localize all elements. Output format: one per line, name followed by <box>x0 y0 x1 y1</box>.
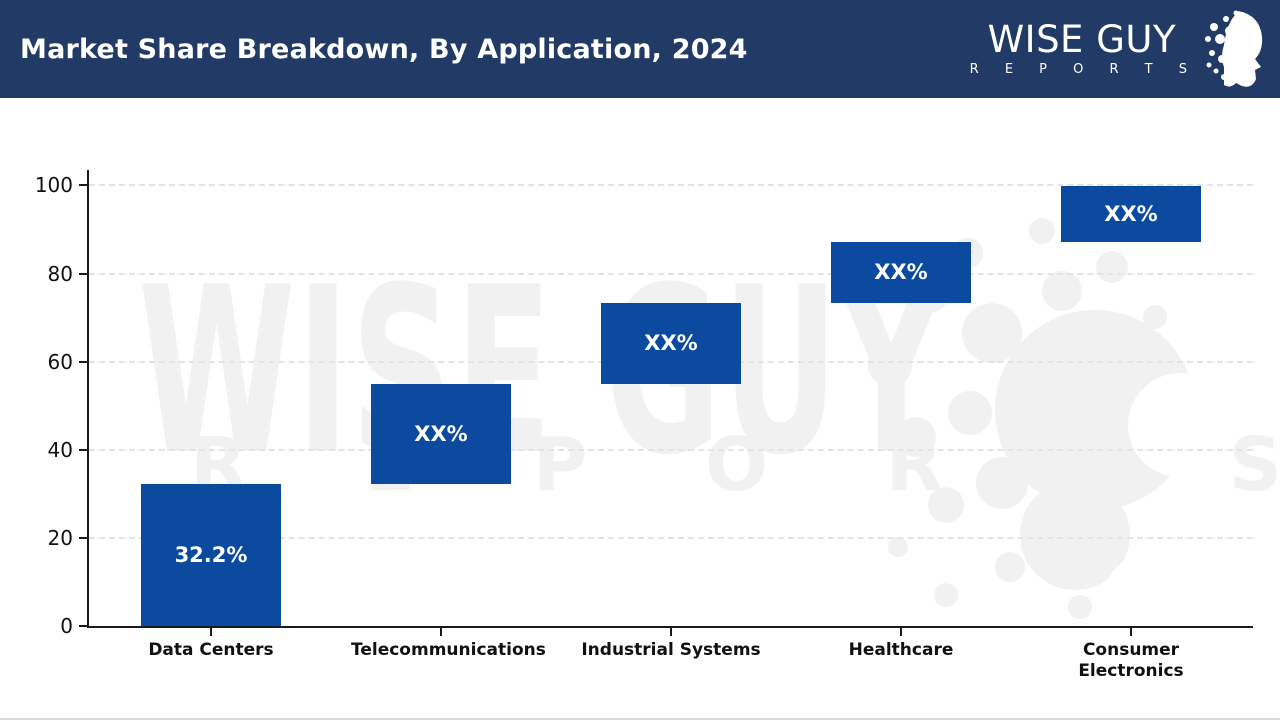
y-tick-label-0: 0 <box>60 614 73 638</box>
brand-logo-text: WISE GUY R E P O R T S <box>966 21 1198 77</box>
x-category-label: Healthcare <box>848 640 954 660</box>
y-tick-label-100: 100 <box>34 173 73 198</box>
header-bar: Market Share Breakdown, By Application, … <box>0 0 1280 98</box>
y-tick-40 <box>79 448 87 451</box>
bar-value-label: XX% <box>644 331 698 356</box>
gridline-80 <box>89 272 1253 275</box>
y-tick-label-20: 20 <box>47 525 73 550</box>
x-tick-3 <box>900 628 902 636</box>
bar-value-label: 32.2% <box>174 543 248 568</box>
bar-value-label: XX% <box>1104 202 1158 227</box>
y-tick-100 <box>79 184 87 187</box>
x-category-label: Industrial Systems <box>581 640 761 660</box>
x-tick-2 <box>670 628 672 636</box>
y-tick-label-60: 60 <box>47 349 73 374</box>
gridline-100 <box>89 184 1253 187</box>
x-tick-4 <box>1130 628 1132 636</box>
bar-healthcare: XX% <box>831 241 971 303</box>
x-tick-1 <box>440 628 442 636</box>
y-tick-80 <box>79 272 87 275</box>
bar-telecommunications: XX% <box>371 383 511 485</box>
y-axis-line <box>87 170 89 628</box>
bar-consumer-electronics: XX% <box>1061 186 1201 242</box>
x-tick-0 <box>210 628 212 636</box>
y-tick-label-40: 40 <box>47 437 73 462</box>
y-tick-20 <box>79 536 87 539</box>
bar-value-label: XX% <box>874 260 928 285</box>
y-tick-0 <box>79 625 87 627</box>
gridline-20 <box>89 536 1253 539</box>
gridline-40 <box>89 448 1253 451</box>
page-title: Market Share Breakdown, By Application, … <box>20 33 748 65</box>
brand-logo-subname: R E P O R T S <box>969 62 1198 77</box>
y-tick-label-80: 80 <box>47 261 73 286</box>
bar-value-label: XX% <box>414 421 468 446</box>
y-tick-60 <box>79 360 87 363</box>
x-category-label: Telecommunications <box>351 640 546 660</box>
bar-industrial-systems: XX% <box>601 302 741 384</box>
x-category-label: Data Centers <box>148 640 274 660</box>
brand-logo: WISE GUY R E P O R T S <box>966 7 1280 91</box>
x-axis-line <box>87 626 1253 628</box>
brand-logo-name: WISE GUY <box>987 18 1177 61</box>
x-category-label: Consumer Electronics <box>1078 640 1184 682</box>
brand-logo-face-icon <box>1205 10 1263 87</box>
bar-data-centers: 32.2% <box>141 484 281 626</box>
